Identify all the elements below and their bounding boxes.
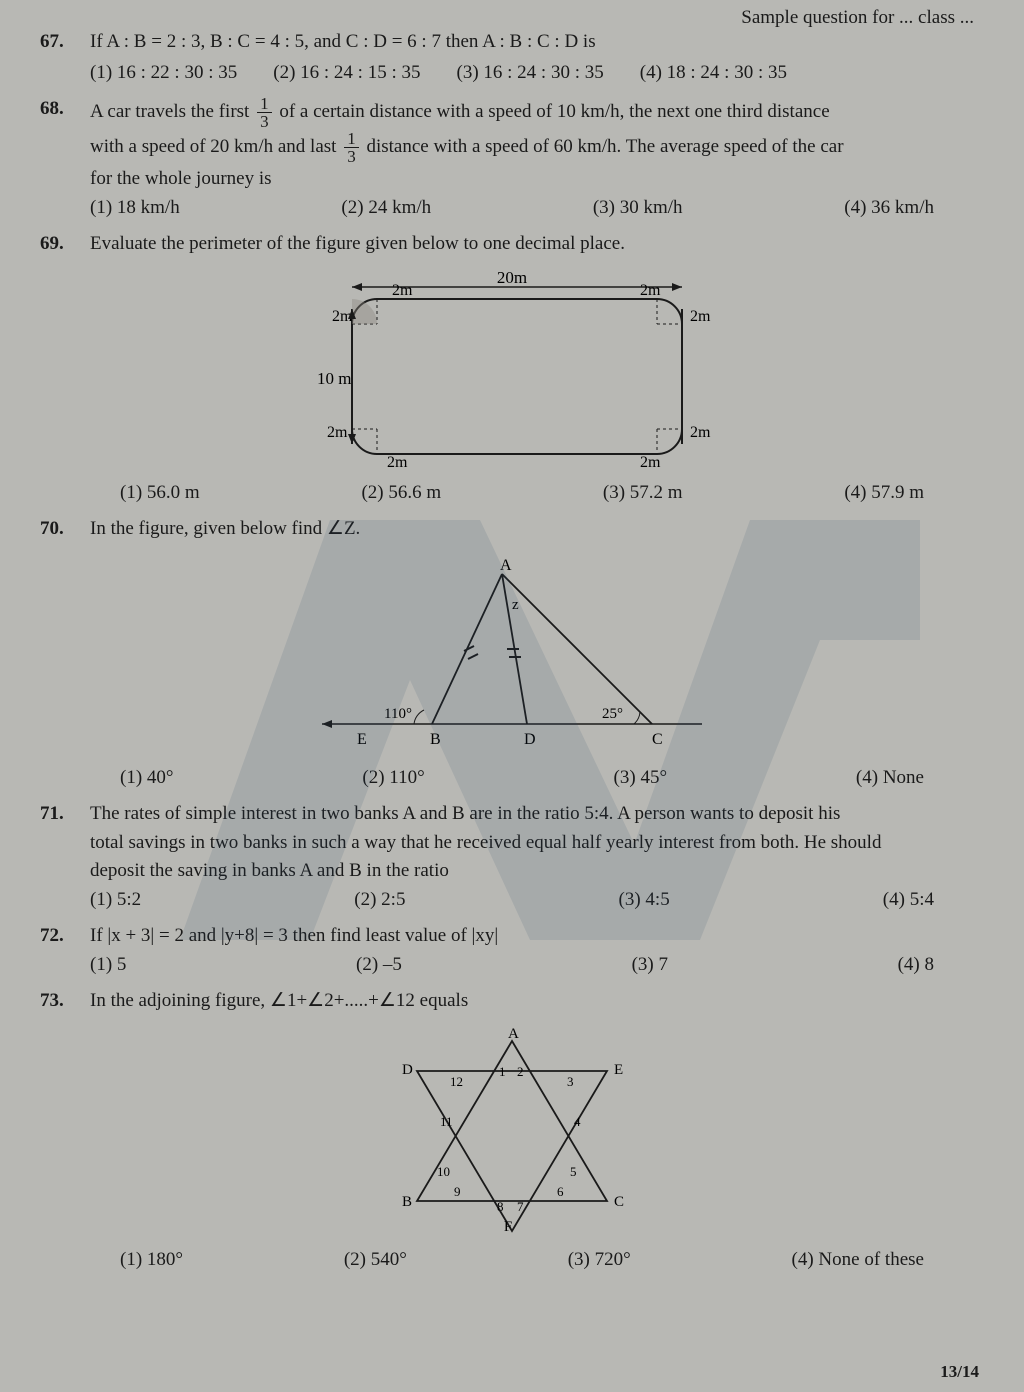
q70-text: In the figure, given below find ∠Z. xyxy=(90,515,984,544)
svg-text:D: D xyxy=(524,731,536,748)
q69-option-1: (1) 56.0 m xyxy=(120,479,200,508)
svg-text:6: 6 xyxy=(557,1184,564,1199)
q68-line3: for the whole journey is xyxy=(90,165,984,194)
question-69: 69. Evaluate the perimeter of the figure… xyxy=(40,230,984,259)
svg-text:2m: 2m xyxy=(392,282,413,299)
q73-option-2: (2) 540° xyxy=(344,1246,407,1275)
svg-text:2: 2 xyxy=(517,1064,524,1079)
svg-text:8: 8 xyxy=(497,1199,504,1214)
q71-option-4: (4) 5:4 xyxy=(883,886,934,915)
svg-text:C: C xyxy=(614,1194,624,1210)
q71-number: 71. xyxy=(40,800,90,914)
svg-text:25°: 25° xyxy=(602,706,623,722)
svg-text:3: 3 xyxy=(567,1074,574,1089)
q69-text: Evaluate the perimeter of the figure giv… xyxy=(90,230,984,259)
q71-line3: deposit the saving in banks A and B in t… xyxy=(90,857,984,886)
q70-option-2: (2) 110° xyxy=(362,764,424,793)
svg-text:2m: 2m xyxy=(387,454,408,469)
svg-text:2m: 2m xyxy=(640,454,661,469)
svg-text:7: 7 xyxy=(517,1199,524,1214)
q71-line1: The rates of simple interest in two bank… xyxy=(90,800,984,829)
q68-option-3: (3) 30 km/h xyxy=(593,194,683,223)
q69-number: 69. xyxy=(40,230,90,259)
q68-option-2: (2) 24 km/h xyxy=(341,194,431,223)
svg-text:C: C xyxy=(652,731,663,748)
svg-text:2m: 2m xyxy=(327,424,348,441)
q71-option-3: (3) 4:5 xyxy=(619,886,670,915)
q70-option-1: (1) 40° xyxy=(120,764,174,793)
q70-figure: A z E B D C 110° 25° xyxy=(302,554,722,754)
question-68: 68. A car travels the first 13 of a cert… xyxy=(40,95,984,222)
q70-number: 70. xyxy=(40,515,90,544)
q73-option-3: (3) 720° xyxy=(568,1246,631,1275)
q72-option-2: (2) –5 xyxy=(356,951,402,980)
svg-text:10: 10 xyxy=(437,1164,450,1179)
question-67: 67. If A : B = 2 : 3, B : C = 4 : 5, and… xyxy=(40,28,984,87)
svg-text:12: 12 xyxy=(450,1074,463,1089)
q72-option-3: (3) 7 xyxy=(632,951,668,980)
svg-text:E: E xyxy=(614,1062,623,1078)
q69-option-4: (4) 57.9 m xyxy=(844,479,924,508)
svg-text:9: 9 xyxy=(454,1184,461,1199)
svg-text:B: B xyxy=(402,1194,412,1210)
svg-text:20m: 20m xyxy=(497,269,527,287)
q72-text: If |x + 3| = 2 and |y+8| = 3 then find l… xyxy=(90,922,984,951)
q73-number: 73. xyxy=(40,987,90,1016)
svg-text:A: A xyxy=(500,557,512,574)
svg-text:4: 4 xyxy=(574,1114,581,1129)
question-73: 73. In the adjoining figure, ∠1+∠2+.....… xyxy=(40,987,984,1016)
svg-text:B: B xyxy=(430,731,441,748)
q71-option-1: (1) 5:2 xyxy=(90,886,141,915)
q69-option-3: (3) 57.2 m xyxy=(603,479,683,508)
q72-option-4: (4) 8 xyxy=(898,951,934,980)
q68-option-1: (1) 18 km/h xyxy=(90,194,180,223)
svg-text:F: F xyxy=(504,1219,512,1235)
question-72: 72. If |x + 3| = 2 and |y+8| = 3 then fi… xyxy=(40,922,984,979)
q69-option-2: (2) 56.6 m xyxy=(361,479,441,508)
svg-text:5: 5 xyxy=(570,1164,577,1179)
svg-text:2m: 2m xyxy=(690,308,711,325)
q67-option-4: (4) 18 : 24 : 30 : 35 xyxy=(640,59,787,88)
page-number: 13/14 xyxy=(940,1359,979,1385)
q70-option-3: (3) 45° xyxy=(614,764,668,793)
q68-line1: A car travels the first 13 of a certain … xyxy=(90,95,984,130)
q70-option-4: (4) None xyxy=(856,764,924,793)
question-70: 70. In the figure, given below find ∠Z. xyxy=(40,515,984,544)
question-71: 71. The rates of simple interest in two … xyxy=(40,800,984,914)
q67-option-3: (3) 16 : 24 : 30 : 35 xyxy=(457,59,604,88)
q69-figure: 20m 2m 2m 2m 2m 10 m 2m 2m 2m 2m xyxy=(232,269,792,469)
q72-number: 72. xyxy=(40,922,90,979)
q71-line2: total savings in two banks in such a way… xyxy=(90,829,984,858)
q68-number: 68. xyxy=(40,95,90,222)
q67-option-1: (1) 16 : 22 : 30 : 35 xyxy=(90,59,237,88)
header-sample-label: Sample question for ... class ... xyxy=(741,4,974,33)
svg-text:110°: 110° xyxy=(384,706,412,722)
svg-text:2m: 2m xyxy=(690,424,711,441)
svg-text:E: E xyxy=(357,731,367,748)
svg-text:11: 11 xyxy=(440,1114,453,1129)
svg-text:A: A xyxy=(508,1026,519,1042)
svg-text:1: 1 xyxy=(499,1064,506,1079)
q71-option-2: (2) 2:5 xyxy=(354,886,405,915)
q67-number: 67. xyxy=(40,28,90,87)
q67-option-2: (2) 16 : 24 : 15 : 35 xyxy=(273,59,420,88)
svg-text:2m: 2m xyxy=(640,282,661,299)
svg-text:10 m: 10 m xyxy=(317,369,351,388)
svg-text:z: z xyxy=(512,597,519,613)
q73-text: In the adjoining figure, ∠1+∠2+.....+∠12… xyxy=(90,987,984,1016)
q73-figure: A E C F B D 1 2 3 4 5 6 7 8 9 10 11 12 xyxy=(382,1026,642,1236)
q73-option-1: (1) 180° xyxy=(120,1246,183,1275)
svg-text:D: D xyxy=(402,1062,413,1078)
q72-option-1: (1) 5 xyxy=(90,951,126,980)
q73-option-4: (4) None of these xyxy=(792,1246,924,1275)
q68-option-4: (4) 36 km/h xyxy=(844,194,934,223)
q68-line2: with a speed of 20 km/h and last 13 dist… xyxy=(90,130,984,165)
